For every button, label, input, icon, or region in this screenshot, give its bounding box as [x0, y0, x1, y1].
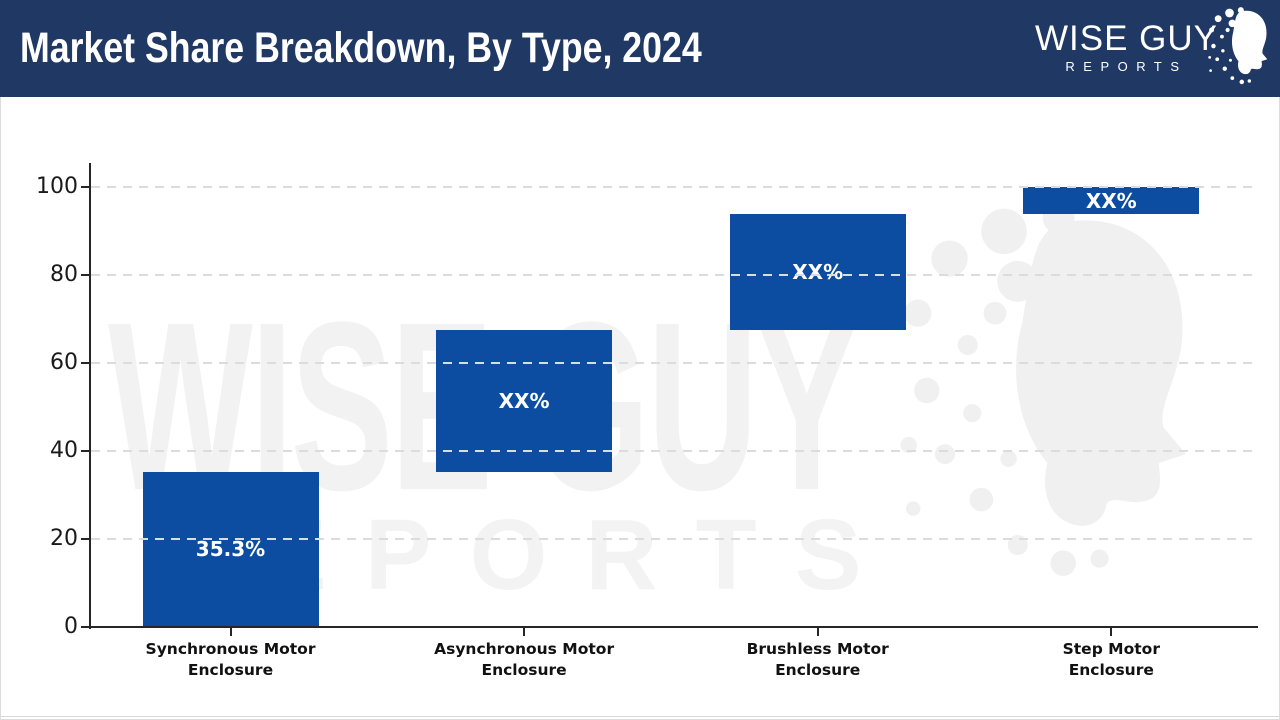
x-category-label: Synchronous Motor Enclosure — [84, 639, 378, 681]
x-category-label: Asynchronous Motor Enclosure — [377, 639, 671, 681]
wiseguy-logo: WISE GUY REPORTS — [1035, 4, 1272, 90]
bar-value-label: XX% — [498, 388, 550, 413]
y-tick — [81, 186, 89, 188]
y-tick-label: 40 — [50, 438, 78, 463]
bar-segment: XX% — [436, 330, 613, 472]
x-tick — [816, 628, 819, 636]
logo-wordmark: WISE GUY — [1034, 18, 1218, 58]
bottom-hairline — [0, 716, 1280, 717]
x-category-label-line: Enclosure — [1068, 661, 1154, 679]
y-tick-label: 100 — [36, 174, 78, 199]
bar-segment: XX% — [729, 214, 906, 330]
y-tick-label: 60 — [50, 350, 78, 375]
y-tick-label: 0 — [64, 614, 78, 639]
y-axis-line — [89, 163, 91, 629]
gridline — [91, 274, 1258, 276]
gridline — [91, 186, 1258, 188]
x-tick — [229, 628, 232, 636]
x-category-label-line: Enclosure — [775, 661, 861, 679]
bar-segment: 35.3% — [142, 471, 319, 627]
x-category-label-line: Enclosure — [187, 661, 274, 679]
bar-value-label: 35.3% — [195, 537, 266, 562]
logo-face-icon — [1208, 7, 1268, 85]
x-category-label-line: Step Motor — [1062, 640, 1160, 658]
gridline — [91, 450, 1258, 452]
y-tick — [81, 538, 89, 540]
gridline — [91, 362, 1258, 364]
y-tick — [81, 274, 89, 276]
header-bar: Market Share Breakdown, By Type, 2024 WI… — [0, 0, 1280, 97]
x-category-label-line: Asynchronous Motor — [434, 640, 615, 658]
x-category-label: Brushless Motor Enclosure — [671, 639, 965, 681]
gridline — [91, 538, 1258, 540]
y-tick-label: 80 — [50, 262, 78, 287]
x-category-label-line: Synchronous Motor — [145, 640, 316, 658]
watermark-face-icon — [900, 201, 1186, 576]
x-category-label: Step Motor Enclosure — [964, 639, 1258, 681]
x-category-label-line: Enclosure — [481, 661, 567, 679]
bar-value-label: XX% — [792, 260, 844, 285]
bar-value-label: XX% — [1085, 188, 1137, 213]
x-category-label-line: Brushless Motor — [746, 640, 889, 658]
x-tick — [1110, 628, 1113, 636]
chart-title: Market Share Breakdown, By Type, 2024 — [20, 24, 702, 72]
x-tick — [523, 628, 526, 636]
y-tick-label: 20 — [50, 526, 78, 551]
y-tick — [81, 450, 89, 452]
logo-subtitle: REPORTS — [1065, 59, 1188, 75]
y-tick — [81, 626, 89, 628]
x-axis-line — [89, 626, 1258, 628]
logo-text: WISE GUY REPORTS — [1034, 18, 1218, 75]
y-tick — [81, 362, 89, 364]
bar-segment: XX% — [1023, 187, 1200, 215]
